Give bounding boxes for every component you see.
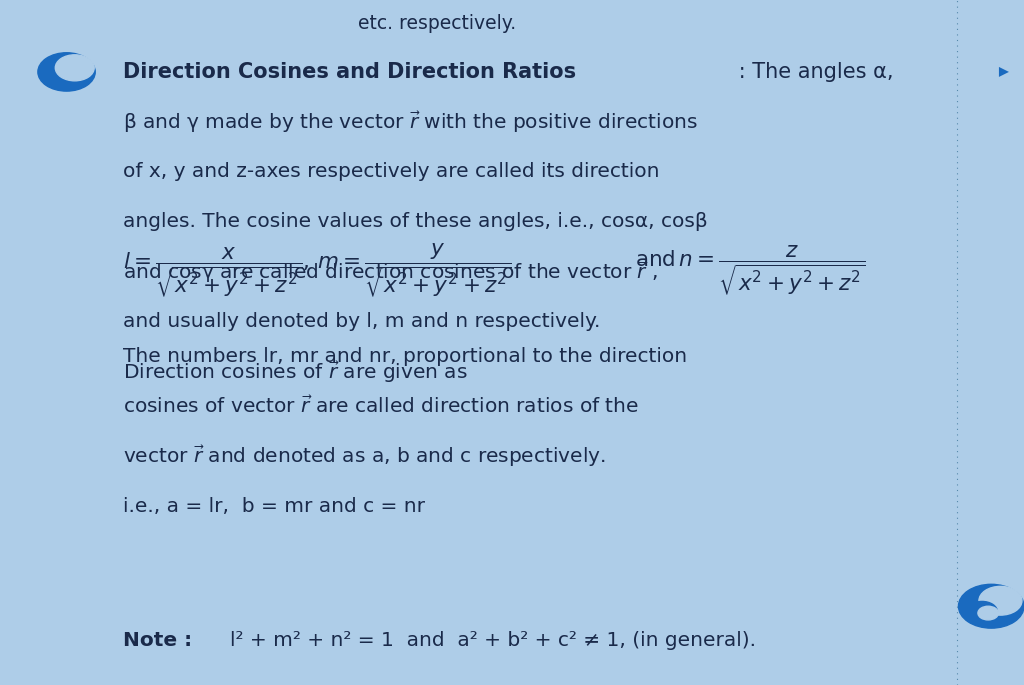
Text: $l = \dfrac{x}{\sqrt{x^2+y^2+z^2}},\,m = \dfrac{y}{\sqrt{x^2+y^2+z^2}}$: $l = \dfrac{x}{\sqrt{x^2+y^2+z^2}},\,m =… bbox=[123, 242, 511, 299]
Text: etc. respectively.: etc. respectively. bbox=[358, 14, 516, 34]
Text: vector $\vec{r}$ and denoted as a, b and c respectively.: vector $\vec{r}$ and denoted as a, b and… bbox=[123, 443, 606, 469]
Text: : The angles α,: : The angles α, bbox=[732, 62, 894, 82]
Circle shape bbox=[55, 55, 94, 81]
Circle shape bbox=[978, 606, 998, 620]
Text: l² + m² + n² = 1  and  a² + b² + c² ≠ 1, (in general).: l² + m² + n² = 1 and a² + b² + c² ≠ 1, (… bbox=[230, 631, 757, 650]
Text: angles. The cosine values of these angles, i.e., cosα, cosβ: angles. The cosine values of these angle… bbox=[123, 212, 708, 232]
Text: The numbers lr, mr and nr, proportional to the direction: The numbers lr, mr and nr, proportional … bbox=[123, 347, 687, 366]
Circle shape bbox=[979, 586, 1022, 615]
Text: of x, y and z-axes respectively are called its direction: of x, y and z-axes respectively are call… bbox=[123, 162, 659, 182]
Text: and usually denoted by l, m and n respectively.: and usually denoted by l, m and n respec… bbox=[123, 312, 600, 332]
Text: $\mathrm{and}\,n = \dfrac{z}{\sqrt{x^2+y^2+z^2}}$: $\mathrm{and}\,n = \dfrac{z}{\sqrt{x^2+y… bbox=[635, 244, 865, 297]
Text: cosines of vector $\vec{r}$ are called direction ratios of the: cosines of vector $\vec{r}$ are called d… bbox=[123, 395, 639, 417]
Text: Note :: Note : bbox=[123, 631, 199, 650]
Text: Direction cosines of $\vec{r}$ are given as: Direction cosines of $\vec{r}$ are given… bbox=[123, 359, 468, 385]
Text: β and γ made by the vector $\vec{r}$ with the positive directions: β and γ made by the vector $\vec{r}$ wit… bbox=[123, 109, 697, 135]
Text: i.e., a = lr,  b = mr and c = nr: i.e., a = lr, b = mr and c = nr bbox=[123, 497, 425, 516]
Circle shape bbox=[38, 53, 95, 91]
Circle shape bbox=[967, 601, 997, 622]
Text: and cosγ are called direction cosines of the vector $\vec{r}$ ,: and cosγ are called direction cosines of… bbox=[123, 259, 658, 285]
Circle shape bbox=[958, 584, 1024, 628]
Text: Direction Cosines and Direction Ratios: Direction Cosines and Direction Ratios bbox=[123, 62, 577, 82]
